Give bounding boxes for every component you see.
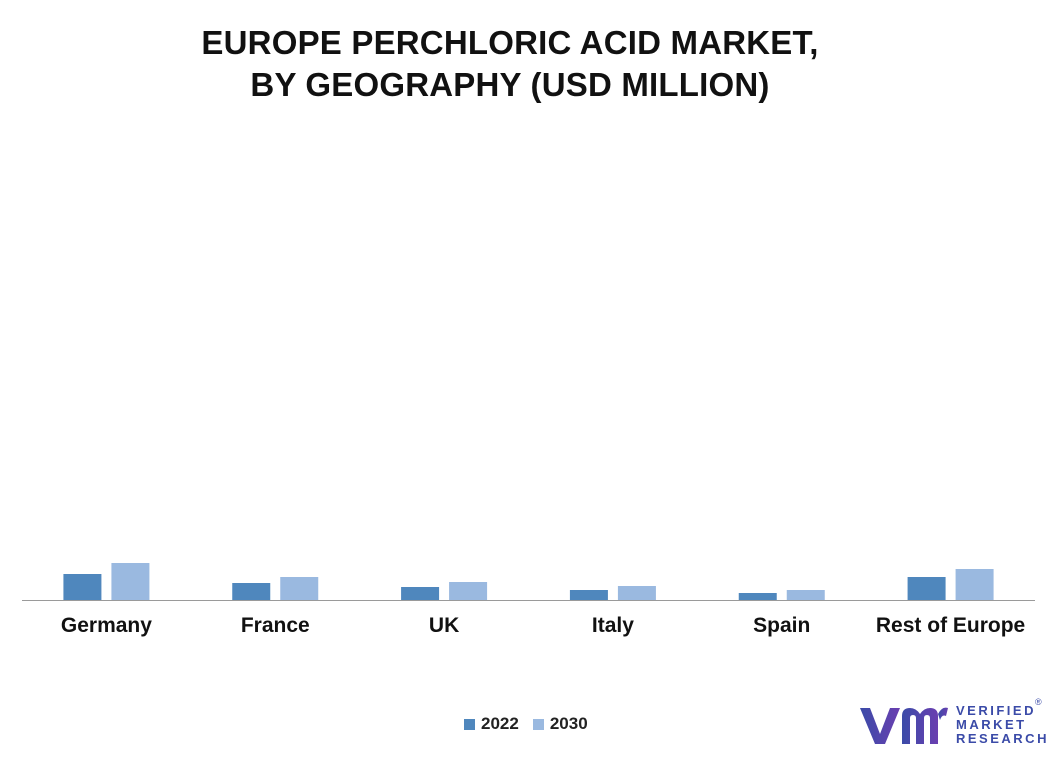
bar-germany-2022 (63, 574, 102, 600)
bar-france-2030 (280, 577, 319, 600)
bar-france-2022 (232, 583, 271, 600)
x-tick-label-rest-of-europe: Rest of Europe (876, 614, 1025, 637)
legend-item-2022: 2022 (464, 714, 519, 734)
legend-label-2030: 2030 (549, 714, 588, 733)
vmr-logo-text: VERIFIED MARKET RESEARCH (956, 704, 1049, 746)
vmr-logo-mark-icon (860, 707, 948, 744)
bar-germany-2030 (111, 563, 150, 600)
logo-line-research: RESEARCH (956, 731, 1049, 746)
legend-label-2022: 2022 (481, 714, 519, 733)
x-tick-label-uk: UK (429, 614, 459, 637)
bar-spain-2022 (738, 593, 777, 600)
x-tick-label-germany: Germany (61, 614, 152, 637)
chart-title-line-2: BY GEOGRAPHY (USD MILLION) (250, 66, 770, 103)
registered-mark: ® (1035, 697, 1042, 707)
chart-title: EUROPE PERCHLORIC ACID MARKET, BY GEOGRA… (0, 22, 1020, 106)
bar-uk-2022 (401, 587, 440, 600)
bar-chart: Germany France UK Italy Spain Rest of Europe (22, 563, 1035, 637)
bar-spain-2030 (786, 590, 825, 600)
chart-title-line-1: EUROPE PERCHLORIC ACID MARKET, (201, 24, 819, 61)
bar-rest-of-europe-2030 (955, 569, 994, 600)
x-tick-label-italy: Italy (592, 614, 634, 637)
logo-line-market: MARKET (956, 717, 1027, 732)
x-tick-label-france: France (241, 614, 310, 637)
legend: 2022 2030 (464, 714, 602, 734)
logo-line-verified: VERIFIED (956, 703, 1036, 718)
x-tick-label-spain: Spain (753, 614, 810, 637)
bar-rest-of-europe-2022 (907, 577, 946, 600)
legend-swatch-2022 (464, 718, 475, 730)
legend-swatch-2030 (532, 718, 544, 730)
vmr-logo: VERIFIED MARKET RESEARCH ® (858, 697, 1049, 750)
bar-italy-2022 (569, 590, 608, 600)
bar-uk-2030 (449, 582, 488, 600)
legend-item-2030: 2030 (532, 714, 588, 734)
bar-italy-2030 (617, 586, 656, 600)
